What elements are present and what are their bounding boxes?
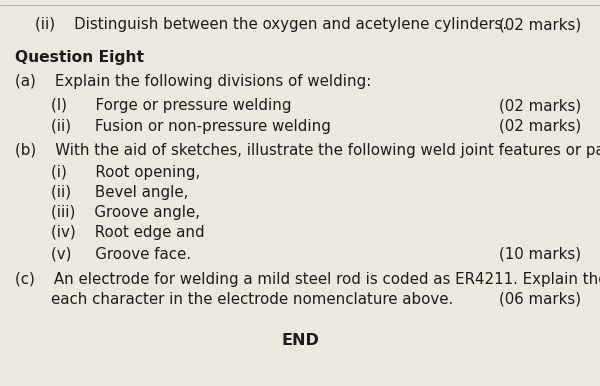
Text: END: END <box>281 333 319 348</box>
Text: (06 marks): (06 marks) <box>499 292 581 307</box>
Text: (iii)    Groove angle,: (iii) Groove angle, <box>51 205 200 220</box>
Text: each character in the electrode nomenclature above.: each character in the electrode nomencla… <box>51 292 453 307</box>
Text: (ii)    Distinguish between the oxygen and acetylene cylinders.: (ii) Distinguish between the oxygen and … <box>35 17 507 32</box>
Text: (I)      Forge or pressure welding: (I) Forge or pressure welding <box>51 98 292 113</box>
Text: (iv)    Root edge and: (iv) Root edge and <box>51 225 205 240</box>
Text: (02 marks): (02 marks) <box>499 17 581 32</box>
Text: (10 marks): (10 marks) <box>499 246 581 261</box>
Text: (c)    An electrode for welding a mild steel rod is coded as ER4211. Explain the: (c) An electrode for welding a mild stee… <box>15 272 600 287</box>
Text: (v)     Groove face.: (v) Groove face. <box>51 246 191 261</box>
Text: (b)    With the aid of sketches, illustrate the following weld joint features or: (b) With the aid of sketches, illustrate… <box>15 143 600 158</box>
Text: (02 marks): (02 marks) <box>499 119 581 134</box>
Text: (a)    Explain the following divisions of welding:: (a) Explain the following divisions of w… <box>15 74 371 89</box>
Text: (i)      Root opening,: (i) Root opening, <box>51 165 200 180</box>
Text: Question Eight: Question Eight <box>15 50 144 65</box>
Text: (02 marks): (02 marks) <box>499 98 581 113</box>
Text: (ii)     Fusion or non-pressure welding: (ii) Fusion or non-pressure welding <box>51 119 331 134</box>
Text: (ii)     Bevel angle,: (ii) Bevel angle, <box>51 185 188 200</box>
